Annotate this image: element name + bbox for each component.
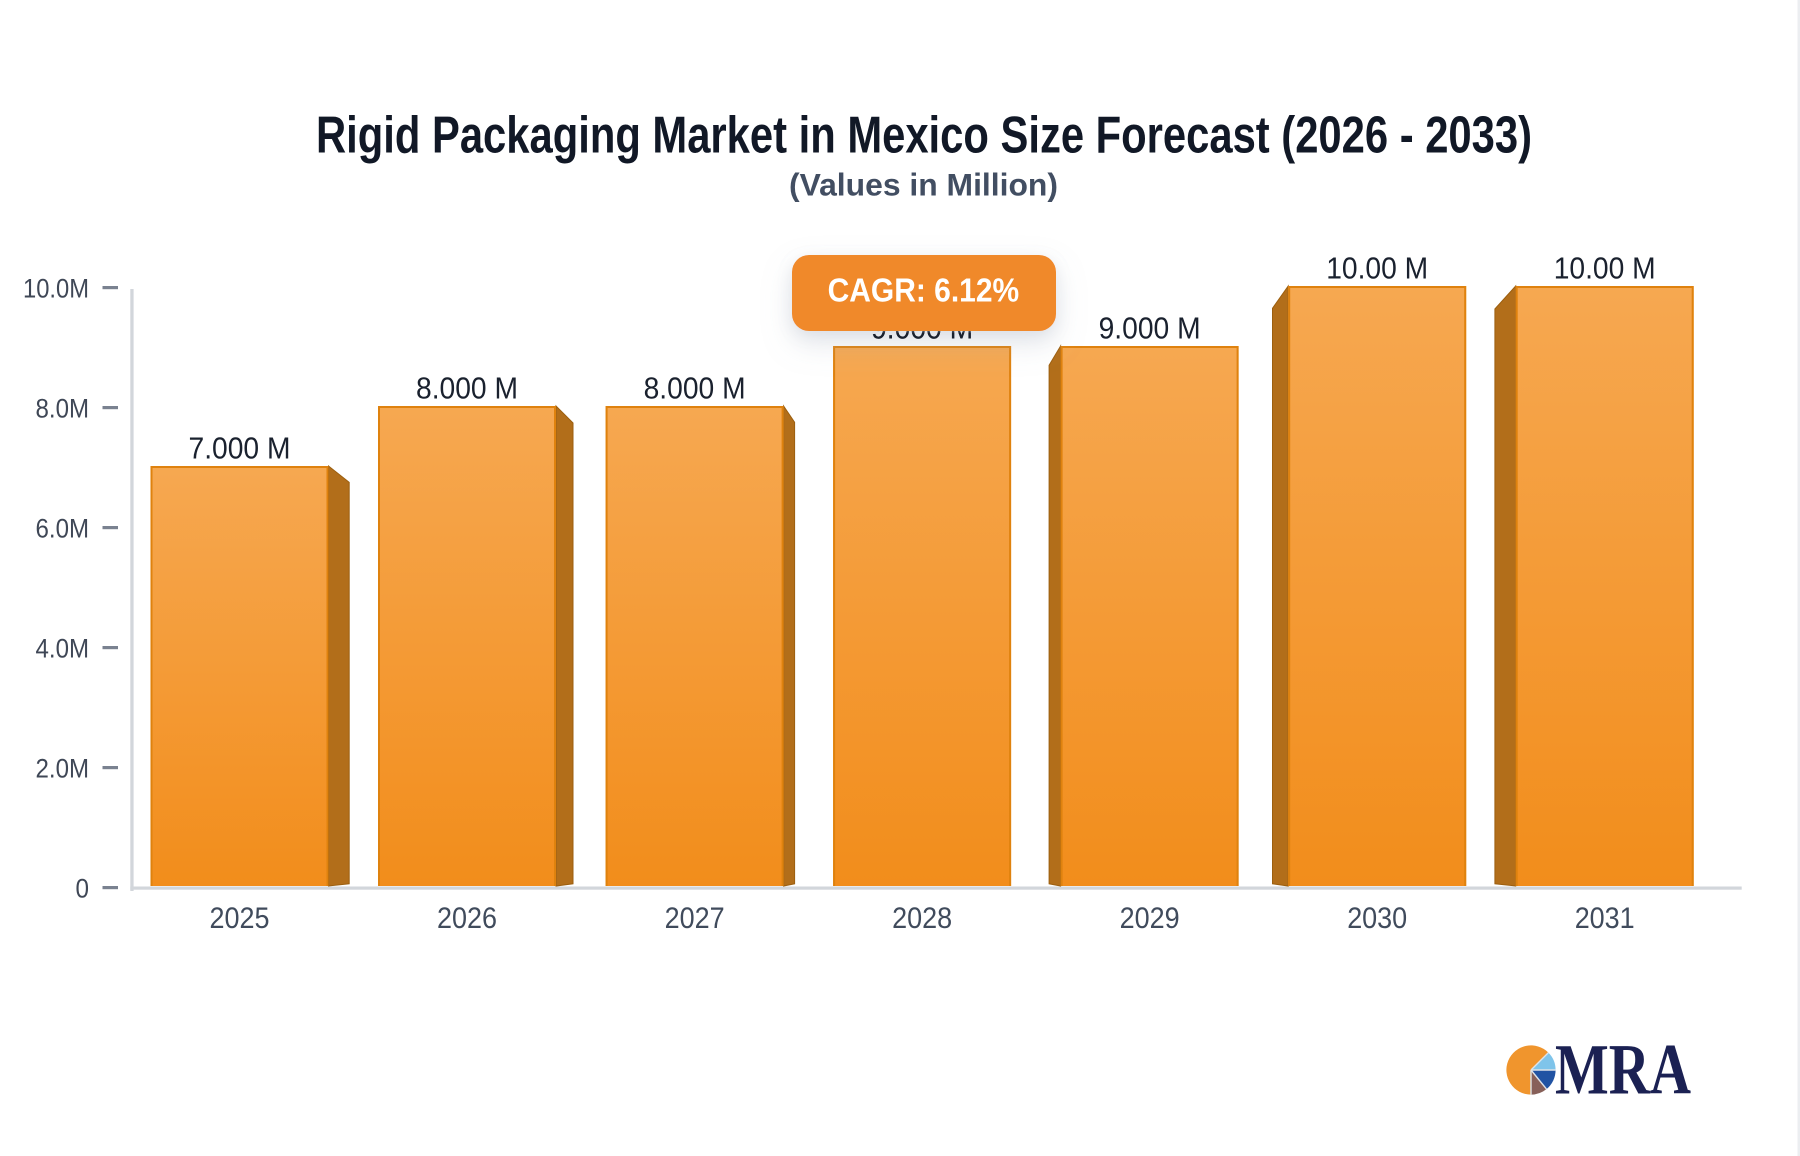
svg-text:10.0M: 10.0M [23,274,89,304]
svg-text:10.00 M: 10.00 M [1554,252,1656,286]
svg-text:2029: 2029 [1120,902,1180,935]
svg-text:(Values in Million): (Values in Million) [789,167,1058,203]
svg-text:2025: 2025 [210,902,270,935]
svg-text:2028: 2028 [892,902,952,935]
svg-text:7.000 M: 7.000 M [189,432,291,466]
svg-text:9.000 M: 9.000 M [871,312,973,346]
svg-text:2031: 2031 [1575,902,1635,935]
svg-text:2030: 2030 [1347,902,1407,935]
svg-text:9.000 M: 9.000 M [1099,312,1201,346]
svg-text:Rigid Packaging Market in Mexi: Rigid Packaging Market in Mexico Size Fo… [316,107,1532,165]
svg-text:8.000 M: 8.000 M [644,372,746,406]
svg-text:8.0M: 8.0M [36,394,90,424]
svg-text:2.0M: 2.0M [36,754,90,784]
svg-text:8.000 M: 8.000 M [416,372,518,406]
svg-text:2027: 2027 [665,902,725,935]
svg-text:4.0M: 4.0M [36,634,90,664]
svg-text:6.0M: 6.0M [36,514,90,544]
svg-text:10.00 M: 10.00 M [1326,252,1428,286]
svg-text:2026: 2026 [437,902,497,935]
svg-text:0: 0 [76,874,90,904]
svg-text:CAGR: 6.12%: CAGR: 6.12% [828,272,1020,309]
svg-text:MRA: MRA [1555,1030,1691,1110]
